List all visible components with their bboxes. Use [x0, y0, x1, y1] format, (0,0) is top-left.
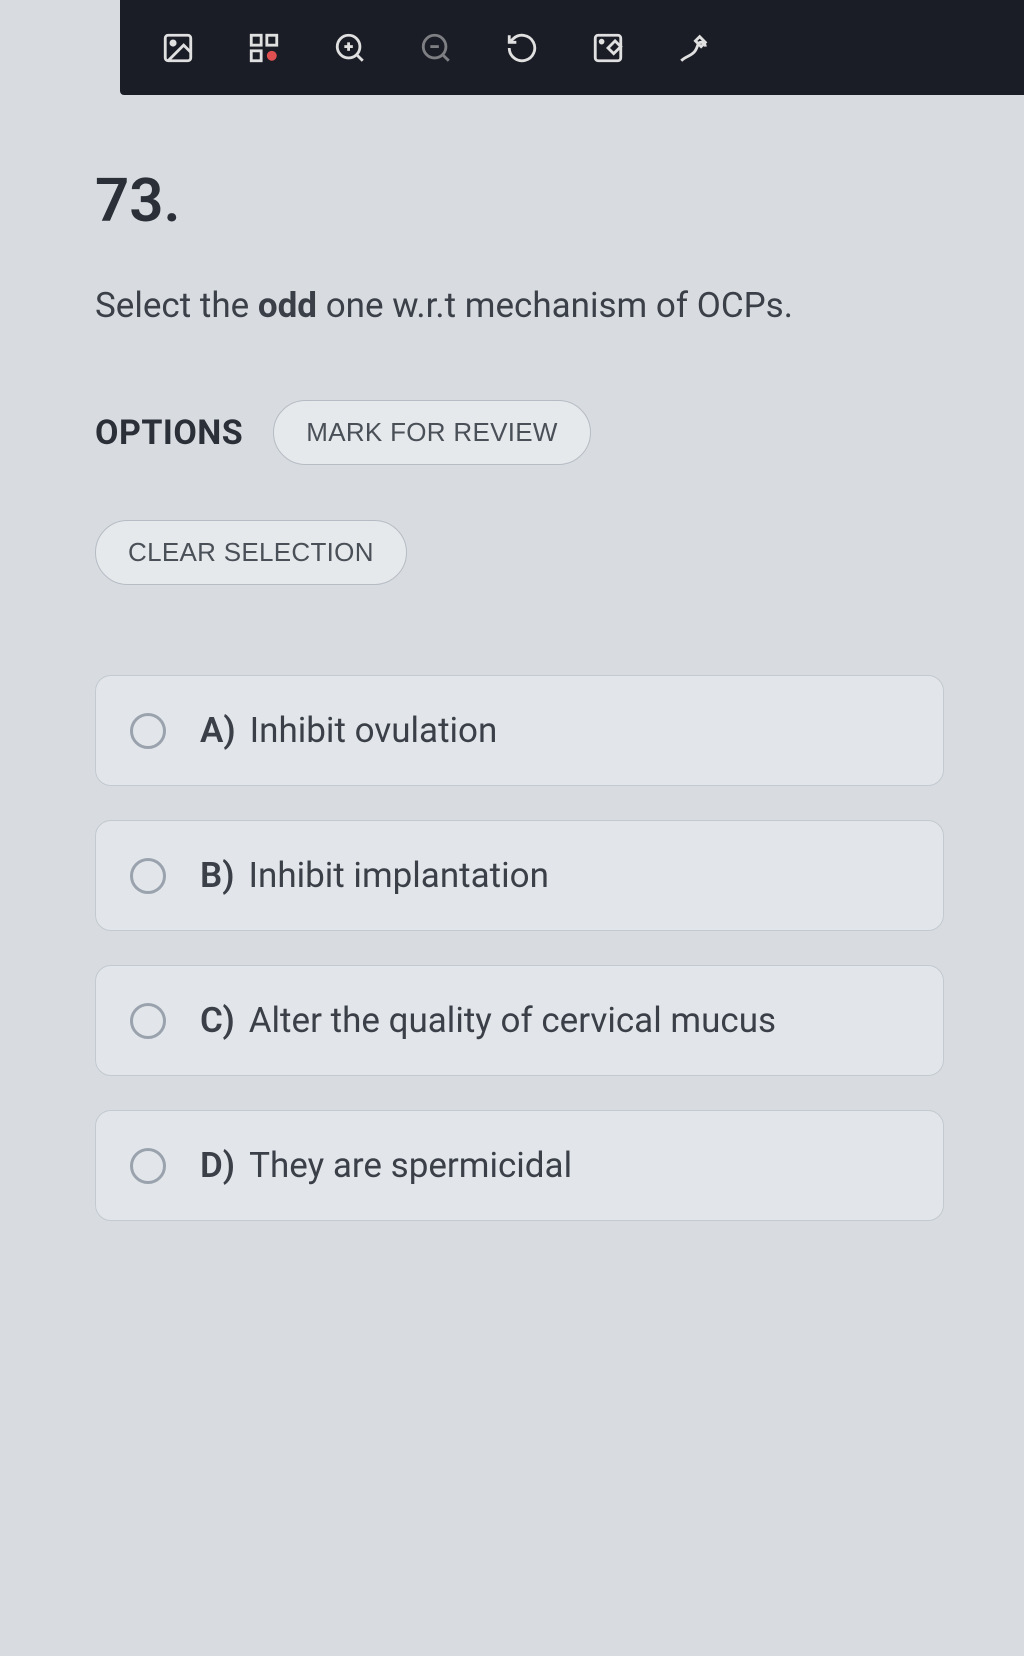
- answer-letter: D): [200, 1145, 235, 1186]
- edit-image-icon[interactable]: [590, 30, 626, 66]
- zoom-out-icon[interactable]: [418, 30, 454, 66]
- answer-letter: A): [200, 710, 236, 751]
- radio-icon: [130, 713, 166, 749]
- answer-list: A) Inhibit ovulation B) Inhibit implanta…: [95, 675, 944, 1221]
- answer-label: A) Inhibit ovulation: [200, 710, 497, 751]
- radio-icon: [130, 1003, 166, 1039]
- options-row: OPTIONS MARK FOR REVIEW: [95, 400, 944, 465]
- answer-option-b[interactable]: B) Inhibit implantation: [95, 820, 944, 931]
- answer-label: D) They are spermicidal: [200, 1145, 572, 1186]
- answer-option-d[interactable]: D) They are spermicidal: [95, 1110, 944, 1221]
- question-text-bold: odd: [258, 285, 317, 326]
- question-content: 73. Select the odd one w.r.t mechanism o…: [0, 95, 1024, 1261]
- answer-text: Alter the quality of cervical mucus: [249, 1000, 776, 1041]
- answer-label: C) Alter the quality of cervical mucus: [200, 1000, 776, 1041]
- radio-icon: [130, 858, 166, 894]
- clear-selection-button[interactable]: CLEAR SELECTION: [95, 520, 407, 585]
- answer-text: Inhibit ovulation: [250, 710, 498, 751]
- answer-letter: C): [200, 1000, 235, 1041]
- answer-letter: B): [200, 855, 235, 896]
- draw-icon[interactable]: [676, 30, 712, 66]
- toolbar: [120, 0, 1024, 95]
- radio-icon: [130, 1148, 166, 1184]
- answer-text: They are spermicidal: [249, 1145, 572, 1186]
- image-icon[interactable]: [160, 30, 196, 66]
- answer-text: Inhibit implantation: [249, 855, 549, 896]
- answer-label: B) Inhibit implantation: [200, 855, 549, 896]
- grid-icon[interactable]: [246, 30, 282, 66]
- rotate-icon[interactable]: [504, 30, 540, 66]
- question-text-suffix: one w.r.t mechanism of OCPs.: [317, 285, 793, 326]
- clear-row: CLEAR SELECTION: [95, 520, 944, 585]
- question-text: Select the odd one w.r.t mechanism of OC…: [95, 281, 944, 330]
- zoom-in-icon[interactable]: [332, 30, 368, 66]
- mark-for-review-button[interactable]: MARK FOR REVIEW: [273, 400, 591, 465]
- answer-option-a[interactable]: A) Inhibit ovulation: [95, 675, 944, 786]
- question-text-prefix: Select the: [95, 285, 258, 326]
- answer-option-c[interactable]: C) Alter the quality of cervical mucus: [95, 965, 944, 1076]
- question-number: 73.: [95, 165, 944, 236]
- options-label: OPTIONS: [95, 413, 243, 453]
